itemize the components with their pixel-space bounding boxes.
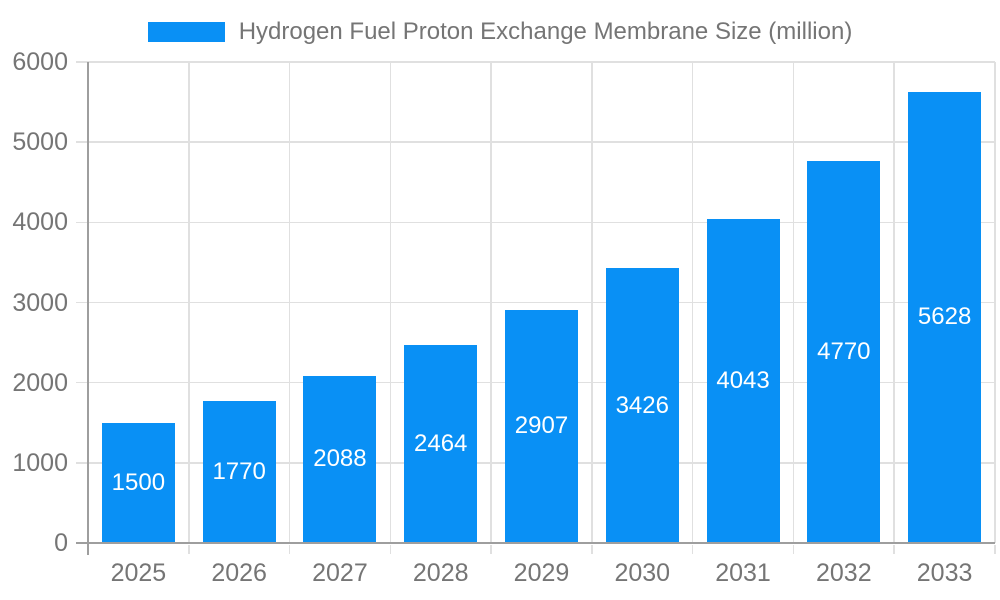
bar-2032: 4770 [807,160,881,543]
x-axis-tick [994,545,996,554]
x-axis-tick-label: 2028 [412,559,469,587]
bar-2031: 4043 [706,218,780,543]
bar-2027: 2088 [303,375,377,543]
bar-value-label: 4770 [817,337,871,365]
x-axis-tick-label: 2030 [614,559,671,587]
x-axis-tick-label: 2026 [211,559,267,587]
x-axis-tick [893,545,895,554]
x-axis-tick [490,545,492,554]
bar-value-label: 2088 [313,445,367,473]
bar-value-label: 3426 [615,391,669,419]
h-gridline [76,141,995,143]
x-axis-tick [188,545,190,554]
chart-legend[interactable]: Hydrogen Fuel Proton Exchange Membrane S… [0,14,1000,50]
y-axis-tick-label: 0 [54,529,68,557]
bar-value-label: 2907 [514,412,569,440]
v-gridline [792,62,795,543]
y-axis-line [87,62,89,555]
h-gridline [76,221,995,224]
h-gridline [76,301,995,304]
y-axis-tick-label: 1000 [12,448,68,477]
v-gridline [490,62,492,543]
v-gridline [893,62,895,543]
x-axis-tick-label: 2033 [916,559,973,587]
bar-2033: 5628 [908,91,982,543]
v-gridline [691,62,694,543]
bar-2029: 2907 [505,309,578,543]
legend-swatch [147,22,225,42]
bar-value-label: 5628 [917,303,972,331]
x-axis-line [76,542,995,544]
x-axis-tick-label: 2027 [312,559,368,587]
bar-2026: 1770 [202,401,276,543]
v-gridline [994,62,996,543]
bar-value-label: 1770 [212,458,266,486]
x-axis-tick [691,545,694,554]
y-axis-tick-label: 3000 [12,288,68,317]
y-axis-tick-label: 4000 [12,208,68,237]
x-axis-tick [389,545,392,554]
x-axis-tick-label: 2031 [715,559,771,587]
v-gridline [389,62,392,543]
bar-value-label: 4043 [716,366,770,394]
x-axis-tick [792,545,795,554]
x-axis-tick-label: 2025 [110,559,167,587]
y-axis-tick-label: 5000 [12,128,68,157]
v-gridline [188,62,190,543]
bar-2030: 3426 [605,268,679,543]
x-axis-tick [288,545,291,554]
y-axis-tick-label: 2000 [12,368,68,397]
bar-value-label: 2464 [414,430,468,458]
bar-2028: 2464 [404,345,478,543]
v-gridline [591,62,593,543]
h-gridline [76,61,995,63]
legend-label: Hydrogen Fuel Proton Exchange Membrane S… [238,18,853,45]
bar-value-label: 1500 [111,468,166,496]
bar-2025: 1500 [101,422,175,543]
v-gridline [288,62,291,543]
x-axis-tick [591,545,593,554]
x-axis-tick-label: 2029 [513,559,570,587]
x-axis-tick-label: 2032 [816,559,872,587]
y-axis-tick-label: 6000 [12,48,68,76]
